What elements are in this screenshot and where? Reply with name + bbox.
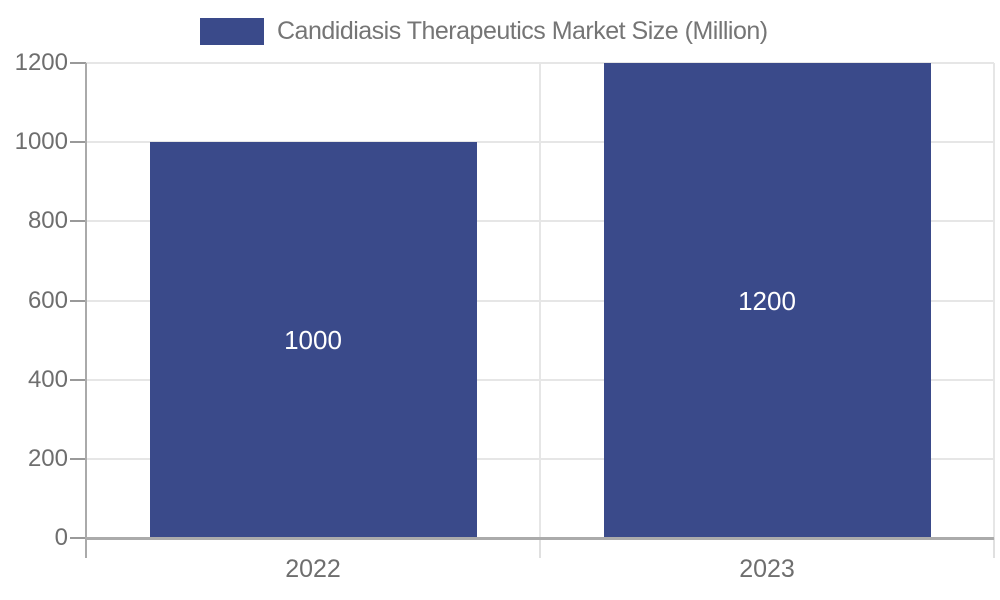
x-axis-line (86, 537, 994, 540)
y-axis-tick-label: 400 (27, 365, 68, 393)
y-axis-tick-label: 200 (27, 444, 68, 472)
y-axis-tick-label: 600 (27, 286, 68, 314)
legend-color-swatch (200, 17, 264, 45)
bar-2022[interactable] (150, 142, 477, 538)
y-axis-line (85, 63, 87, 558)
legend: Candidiasis Therapeutics Market Size (Mi… (200, 16, 768, 46)
y-axis-tick (70, 141, 86, 144)
y-axis-tick-label: 1000 (14, 128, 68, 156)
bar-2023[interactable] (604, 63, 931, 538)
x-axis-category-label: 2022 (285, 555, 341, 583)
y-axis-tick-label: 800 (27, 207, 68, 235)
y-axis-tick (70, 457, 86, 460)
y-axis-tick (70, 537, 86, 539)
legend-label: Candidiasis Therapeutics Market Size (Mi… (277, 16, 768, 45)
v-gridline (993, 63, 995, 538)
y-axis-tick (70, 220, 86, 223)
y-axis-tick (70, 378, 86, 381)
y-axis-tick (70, 62, 86, 64)
legend-item[interactable]: Candidiasis Therapeutics Market Size (Mi… (200, 17, 768, 46)
v-gridline (539, 63, 541, 538)
x-axis-category-label: 2023 (739, 555, 795, 583)
x-axis-tick (539, 538, 541, 558)
x-axis-tick (993, 538, 995, 558)
y-axis-tick-label: 1200 (14, 49, 68, 76)
y-axis-tick (70, 299, 86, 302)
y-axis-tick-label: 0 (54, 524, 68, 551)
